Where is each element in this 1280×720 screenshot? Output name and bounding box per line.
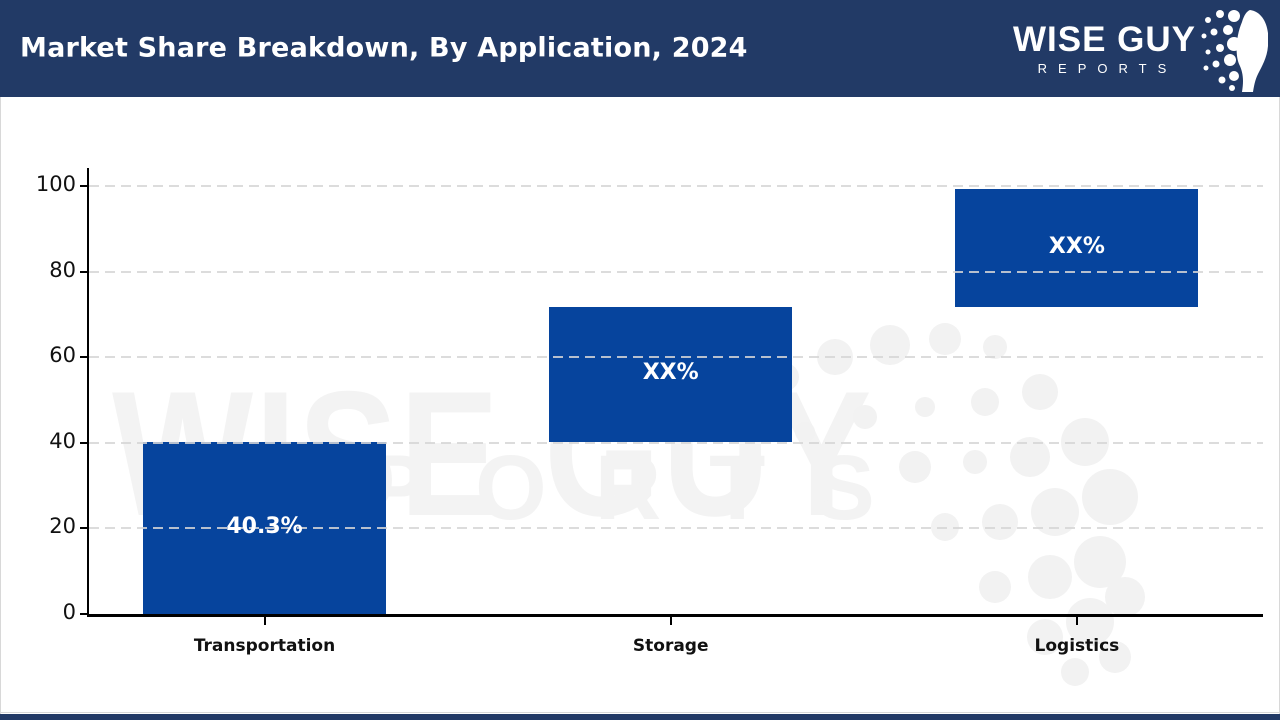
y-tick-0 — [80, 613, 88, 615]
y-tick-80 — [80, 270, 88, 273]
y-axis-spine — [87, 168, 89, 617]
gridline-100 — [89, 185, 1263, 187]
bar-value-label-logistics: XX% — [1048, 233, 1105, 259]
y-tick-label-0: 0 — [62, 600, 76, 624]
y-tick-100 — [80, 185, 88, 187]
gridline-40 — [89, 441, 1263, 444]
x-category-label-storage: Storage — [632, 636, 709, 656]
page-title: Market Share Breakdown, By Application, … — [20, 31, 748, 63]
bar-logistics — [955, 188, 1199, 307]
bar-storage — [549, 306, 793, 442]
y-tick-label-60: 60 — [49, 343, 76, 368]
header-bar: Market Share Breakdown, By Application, … — [0, 0, 1280, 97]
footer-bar — [0, 714, 1280, 720]
y-tick-label-40: 40 — [49, 428, 76, 453]
y-tick-label-100: 100 — [35, 172, 76, 196]
gridline-60 — [89, 356, 1263, 359]
x-tick-storage — [669, 617, 672, 625]
y-tick-40 — [80, 441, 88, 444]
x-tick-logistics — [1075, 617, 1078, 625]
x-tick-transportation — [263, 617, 266, 625]
bar-value-label-transportation: 40.3% — [226, 513, 303, 539]
bottom-border — [0, 712, 1280, 713]
y-tick-20 — [80, 527, 88, 530]
y-tick-label-20: 20 — [49, 514, 76, 539]
bar-value-label-storage: XX% — [642, 360, 699, 386]
gridline-80 — [89, 270, 1263, 273]
x-category-label-transportation: Transportation — [193, 636, 336, 656]
logo-text: WISE GUY REPORTS — [1012, 20, 1196, 76]
x-axis-spine — [87, 614, 1263, 617]
face-dots-icon — [1201, 10, 1268, 92]
gridline-20 — [89, 527, 1263, 530]
logo-subtitle: REPORTS — [1037, 60, 1178, 76]
logo-wordmark: WISE GUY — [1012, 20, 1196, 59]
wise-guy-reports-logo: WISE GUY REPORTS — [1010, 4, 1268, 94]
plot-area: 40.3% XX% XX% — [89, 185, 1263, 614]
x-category-label-logistics: Logistics — [1034, 636, 1120, 656]
y-tick-label-80: 80 — [49, 257, 76, 282]
left-border — [0, 97, 1, 714]
y-tick-60 — [80, 356, 88, 359]
